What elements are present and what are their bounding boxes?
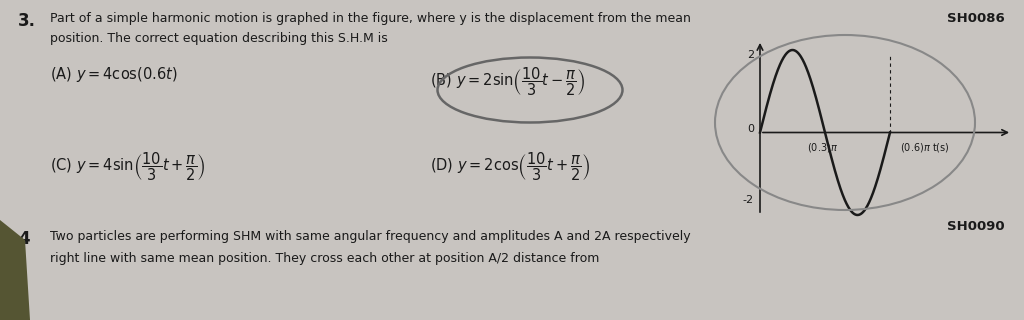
Polygon shape: [0, 220, 30, 320]
Text: 0: 0: [746, 124, 754, 134]
Text: Part of a simple harmonic motion is graphed in the figure, where y is the displa: Part of a simple harmonic motion is grap…: [50, 12, 691, 25]
Text: (A) $y=4\cos(0.6t)$: (A) $y=4\cos(0.6t)$: [50, 65, 178, 84]
Text: $(0.3)\pi$: $(0.3)\pi$: [808, 140, 839, 154]
Text: Two particles are performing SHM with same angular frequency and amplitudes A an: Two particles are performing SHM with sa…: [50, 230, 690, 243]
Text: SH0090: SH0090: [947, 220, 1005, 233]
Text: 4: 4: [18, 230, 30, 248]
Text: 3.: 3.: [18, 12, 36, 30]
Text: (D) $y=2\cos\!\left(\dfrac{10}{3}t+\dfrac{\pi}{2}\right)$: (D) $y=2\cos\!\left(\dfrac{10}{3}t+\dfra…: [430, 150, 591, 182]
Text: position. The correct equation describing this S.H.M is: position. The correct equation describin…: [50, 32, 388, 45]
Text: 2: 2: [746, 50, 754, 60]
Text: -2: -2: [742, 195, 754, 205]
Text: $(0.6)\pi$ t(s): $(0.6)\pi$ t(s): [900, 140, 949, 154]
Text: (C) $y=4\sin\!\left(\dfrac{10}{3}t+\dfrac{\pi}{2}\right)$: (C) $y=4\sin\!\left(\dfrac{10}{3}t+\dfra…: [50, 150, 206, 182]
Text: (B) $y=2\sin\!\left(\dfrac{10}{3}t-\dfrac{\pi}{2}\right)$: (B) $y=2\sin\!\left(\dfrac{10}{3}t-\dfra…: [430, 65, 586, 98]
Text: right line with same mean position. They cross each other at position A/2 distan: right line with same mean position. They…: [50, 252, 599, 265]
Text: SH0086: SH0086: [947, 12, 1005, 25]
